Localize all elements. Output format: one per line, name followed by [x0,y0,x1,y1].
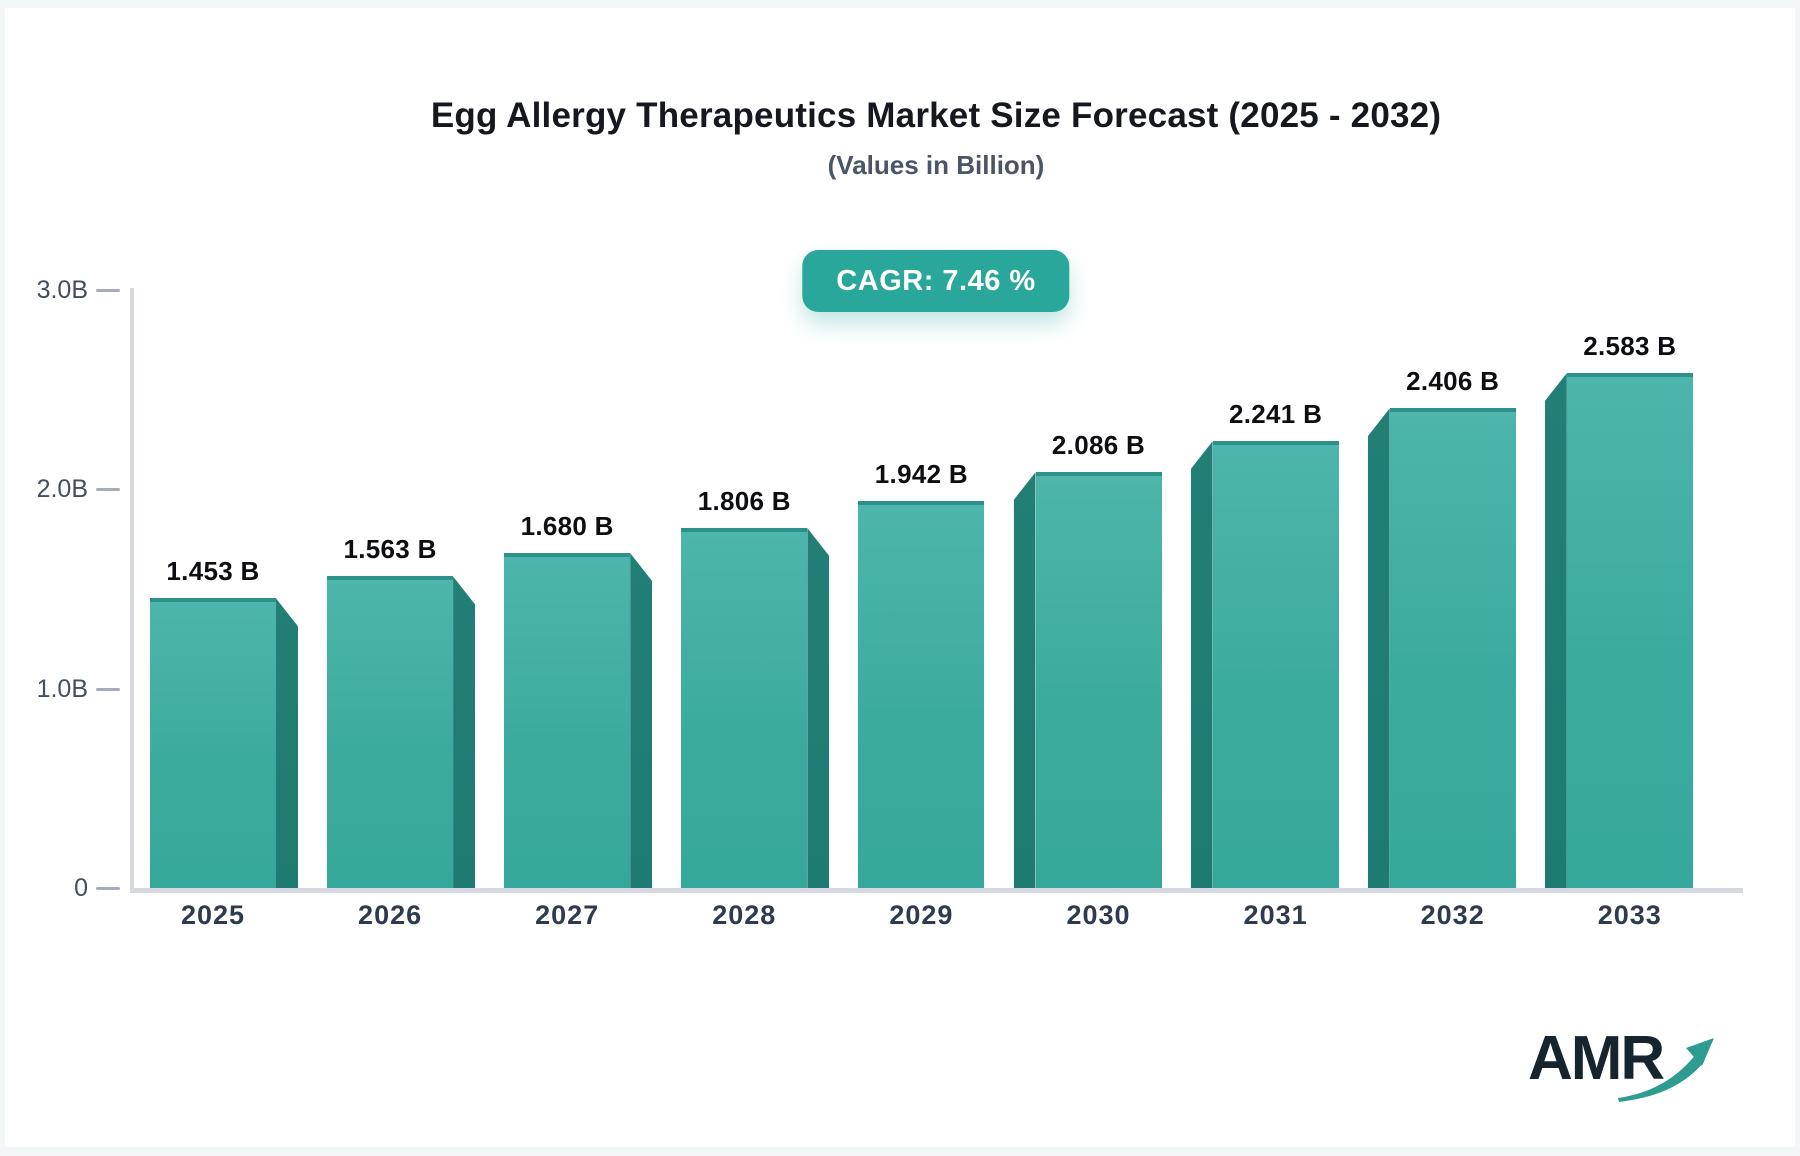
bar-2027 [504,553,631,888]
y-axis-tick-label: 3.0B [36,276,88,304]
bar-value-label: 1.563 B [343,534,437,565]
bar-3d-side [1013,472,1036,888]
bar-2030 [1035,472,1162,888]
y-axis-tick-mark [96,887,120,890]
x-axis-tick-label: 2033 [1597,900,1662,930]
bar-2033 [1566,373,1693,888]
bar-value-label: 2.086 B [1051,430,1146,461]
y-axis-tick-label: 0 [74,874,88,902]
x-axis-tick-label: 2032 [1420,900,1485,930]
growth-arrow-icon [1618,1038,1714,1102]
chart-title: Egg Allergy Therapeutics Market Size For… [430,96,1442,135]
chart-card: Egg Allergy Therapeutics Market Size For… [5,8,1795,1147]
bar-3d-side [1190,441,1213,888]
y-axis-tick-label: 1.0B [36,674,88,703]
x-axis-tick-label: 2029 [889,900,954,930]
bar-2028 [681,528,808,888]
amr-logo-text: AMR [1528,1024,1665,1093]
bar-value-label: 1.942 B [874,458,968,489]
bar-3d-side [1367,408,1390,888]
bar-value-label: 1.680 B [520,511,614,542]
amr-logo: AMR [1528,1028,1728,1118]
y-axis-tick-mark [96,687,120,691]
x-axis-tick-label: 2027 [535,900,600,930]
x-axis-tick-label: 2031 [1243,900,1308,930]
bar-2031 [1212,441,1339,888]
x-axis-line [130,888,1743,893]
x-axis-tick-label: 2026 [358,900,423,930]
y-axis-tick-label: 2.0B [36,475,88,504]
bar-value-label: 2.406 B [1406,366,1500,397]
bar-3d-side [807,528,830,888]
chart-subtitle: (Values in Billion) [827,150,1045,180]
y-axis-tick-mark [96,289,120,292]
bar-2029 [858,500,985,888]
x-axis-tick-label: 2025 [180,900,246,930]
bar-value-label: 1.453 B [166,556,260,587]
bar-value-label: 1.806 B [697,486,791,516]
bar-3d-side [276,598,298,888]
bar-3d-side [453,576,476,888]
bar-3d-side [630,553,653,888]
cagr-badge: CAGR: 7.46 % [802,250,1070,312]
bar-value-label: 2.241 B [1229,399,1323,430]
bar-3d-side [1544,373,1567,888]
bar-2026 [327,576,454,888]
bar-2025 [150,598,276,888]
y-axis-line [130,288,134,893]
x-axis-tick-label: 2030 [1066,900,1131,930]
x-axis-tick-label: 2028 [712,900,777,930]
bar-2032 [1389,408,1516,888]
y-axis-tick-mark [96,488,120,492]
bar-value-label: 2.583 B [1583,331,1677,362]
